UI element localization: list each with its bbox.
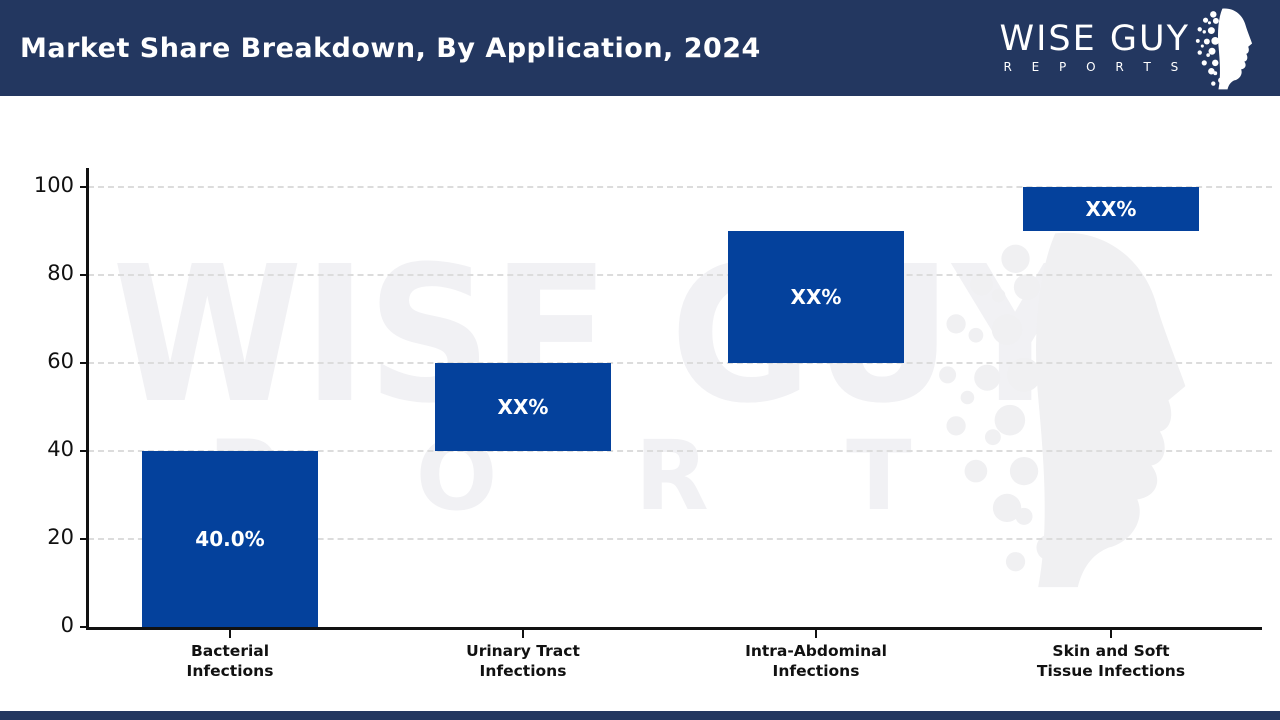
footer-bar [0, 711, 1280, 720]
x-category-label-bacterial-infections: Bacterial Infections [186, 642, 274, 681]
x-tick-mark-intra-abdominal-infections [815, 630, 817, 638]
y-tick-label-100: 100 [33, 173, 74, 197]
x-axis-line [86, 627, 1262, 630]
y-tick-label-80: 80 [47, 261, 74, 285]
header-bar: Market Share Breakdown, By Application, … [0, 0, 1280, 96]
x-tick-mark-bacterial-infections [229, 630, 231, 638]
gridline-60 [88, 362, 1272, 364]
x-category-label-urinary-tract-infections: Urinary Tract Infections [466, 642, 580, 681]
gridline-80 [88, 274, 1272, 276]
y-tick-mark-40 [80, 450, 88, 452]
chart-title: Market Share Breakdown, By Application, … [20, 32, 761, 64]
y-tick-mark-60 [80, 362, 88, 364]
x-category-label-skin-and-soft-tissue-infections: Skin and Soft Tissue Infections [1036, 642, 1186, 681]
y-tick-mark-80 [80, 274, 88, 276]
bar-value-label-urinary-tract-infections: XX% [497, 395, 549, 419]
bar-urinary-tract-infections: XX% [435, 363, 611, 451]
logo-line2: R E P O R T S [1003, 60, 1187, 74]
y-tick-label-0: 0 [60, 613, 74, 637]
bar-bacterial-infections: 40.0% [142, 451, 318, 627]
logo-line1: WISE GUY [999, 19, 1190, 59]
y-tick-mark-0 [80, 626, 88, 628]
y-tick-label-60: 60 [47, 349, 74, 373]
bar-value-label-intra-abdominal-infections: XX% [790, 285, 842, 309]
wise-guy-reports-logo: WISE GUY R E P O R T S [999, 6, 1254, 90]
bar-value-label-bacterial-infections: 40.0% [195, 527, 265, 551]
bar-intra-abdominal-infections: XX% [728, 231, 904, 363]
y-tick-mark-20 [80, 538, 88, 540]
bar-skin-and-soft-tissue-infections: XX% [1023, 187, 1199, 231]
gridline-100 [88, 186, 1272, 188]
y-axis-line [86, 168, 89, 629]
x-category-label-intra-abdominal-infections: Intra-Abdominal Infections [745, 642, 887, 681]
logo-wordmark: WISE GUY R E P O R T S [999, 19, 1190, 75]
x-tick-mark-urinary-tract-infections [522, 630, 524, 638]
bar-value-label-skin-and-soft-tissue-infections: XX% [1085, 197, 1137, 221]
y-tick-mark-100 [80, 186, 88, 188]
x-tick-mark-skin-and-soft-tissue-infections [1110, 630, 1112, 638]
gridline-40 [88, 450, 1272, 452]
y-tick-label-40: 40 [47, 437, 74, 461]
y-tick-label-20: 20 [47, 525, 74, 549]
gridline-20 [88, 538, 1272, 540]
